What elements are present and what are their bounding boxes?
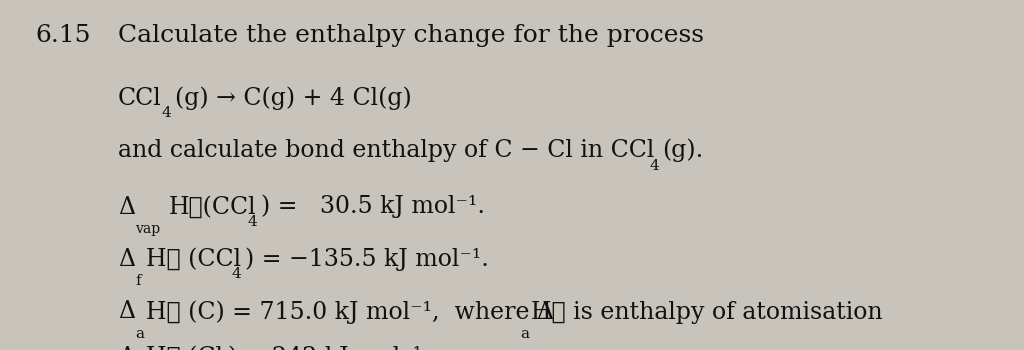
Text: (g) → C(g) + 4 Cl(g): (g) → C(g) + 4 Cl(g) xyxy=(175,86,412,110)
Text: 4: 4 xyxy=(248,215,258,229)
Text: (g).: (g). xyxy=(663,139,703,162)
Text: H⌸(CCl: H⌸(CCl xyxy=(169,196,257,218)
Text: H⌸ is enthalpy of atomisation: H⌸ is enthalpy of atomisation xyxy=(531,301,883,323)
Text: 4: 4 xyxy=(649,159,659,173)
Text: ) = 242 kJ mol⁻¹: ) = 242 kJ mol⁻¹ xyxy=(228,345,423,350)
Text: Δ: Δ xyxy=(118,301,135,323)
Text: vap: vap xyxy=(135,222,161,236)
Text: Δ: Δ xyxy=(118,196,135,218)
Text: H⌸ (Cl: H⌸ (Cl xyxy=(146,346,223,350)
Text: H⌸ (CCl: H⌸ (CCl xyxy=(146,248,242,271)
Text: a: a xyxy=(520,327,529,341)
Text: Δ: Δ xyxy=(118,248,135,271)
Text: Calculate the enthalpy change for the process: Calculate the enthalpy change for the pr… xyxy=(118,24,703,47)
Text: CCl: CCl xyxy=(118,87,162,110)
Text: f: f xyxy=(135,274,140,288)
Text: 4: 4 xyxy=(162,106,172,120)
Text: ) =   30.5 kJ mol⁻¹.: ) = 30.5 kJ mol⁻¹. xyxy=(261,195,485,218)
Text: ) = −135.5 kJ mol⁻¹.: ) = −135.5 kJ mol⁻¹. xyxy=(245,247,488,271)
Text: Δ: Δ xyxy=(118,346,135,350)
Text: H⌸ (C) = 715.0 kJ mol⁻¹,  where Δ: H⌸ (C) = 715.0 kJ mol⁻¹, where Δ xyxy=(146,300,554,323)
Text: 4: 4 xyxy=(231,267,242,281)
Text: a: a xyxy=(135,327,144,341)
Text: 6.15: 6.15 xyxy=(36,24,91,47)
Text: and calculate bond enthalpy of C − Cl in CCl: and calculate bond enthalpy of C − Cl in… xyxy=(118,140,654,162)
